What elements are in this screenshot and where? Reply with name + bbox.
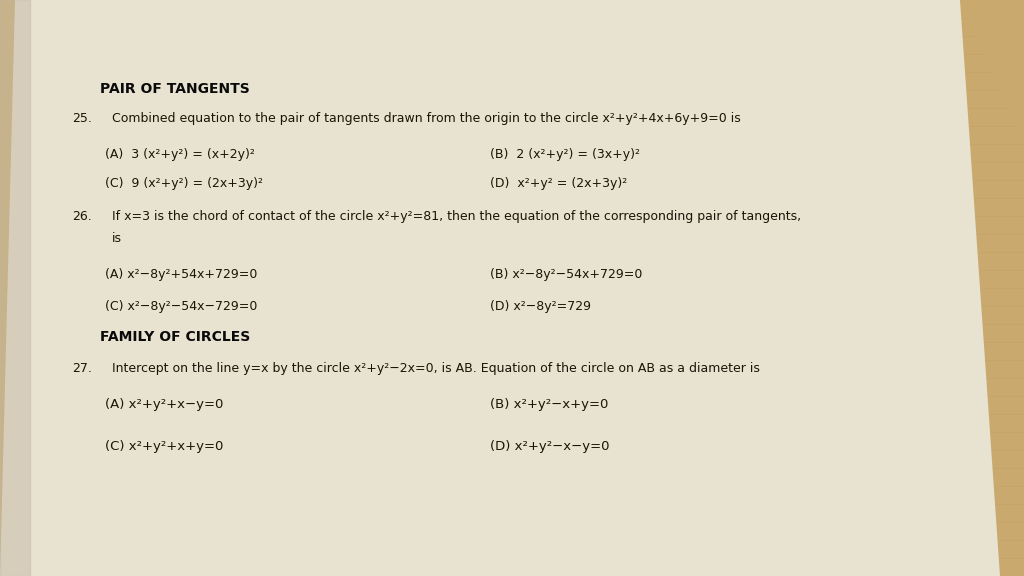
- Text: (D)  x²+y² = (2x+3y)²: (D) x²+y² = (2x+3y)²: [490, 177, 628, 190]
- Text: (B) x²+y²−x+y=0: (B) x²+y²−x+y=0: [490, 398, 608, 411]
- Text: 25.: 25.: [72, 112, 92, 125]
- Text: (B)  2 (x²+y²) = (3x+y)²: (B) 2 (x²+y²) = (3x+y)²: [490, 148, 640, 161]
- Text: (A) x²−8y²+54x+729=0: (A) x²−8y²+54x+729=0: [105, 268, 257, 281]
- Polygon shape: [0, 0, 1000, 576]
- Text: (C) x²+y²+x+y=0: (C) x²+y²+x+y=0: [105, 440, 223, 453]
- Text: 27.: 27.: [72, 362, 92, 375]
- Text: (A)  3 (x²+y²) = (x+2y)²: (A) 3 (x²+y²) = (x+2y)²: [105, 148, 255, 161]
- Text: is: is: [112, 232, 122, 245]
- Text: (D) x²−8y²=729: (D) x²−8y²=729: [490, 300, 591, 313]
- Polygon shape: [700, 0, 1024, 136]
- Text: (D) x²+y²−x−y=0: (D) x²+y²−x−y=0: [490, 440, 609, 453]
- Text: (A) x²+y²+x−y=0: (A) x²+y²+x−y=0: [105, 398, 223, 411]
- Text: If x=3 is the chord of contact of the circle x²+y²=81, then the equation of the : If x=3 is the chord of contact of the ci…: [112, 210, 801, 223]
- Text: Combined equation to the pair of tangents drawn from the origin to the circle x²: Combined equation to the pair of tangent…: [112, 112, 740, 125]
- Polygon shape: [760, 0, 1024, 226]
- Bar: [0, 0, 30, 576]
- Text: 26.: 26.: [72, 210, 92, 223]
- Text: (B) x²−8y²−54x+729=0: (B) x²−8y²−54x+729=0: [490, 268, 642, 281]
- Text: (C)  9 (x²+y²) = (2x+3y)²: (C) 9 (x²+y²) = (2x+3y)²: [105, 177, 263, 190]
- Text: Intercept on the line y=x by the circle x²+y²−2x=0, is AB. Equation of the circl: Intercept on the line y=x by the circle …: [112, 362, 760, 375]
- Text: PAIR OF TANGENTS: PAIR OF TANGENTS: [100, 82, 250, 96]
- Text: FAMILY OF CIRCLES: FAMILY OF CIRCLES: [100, 330, 250, 344]
- Text: (C) x²−8y²−54x−729=0: (C) x²−8y²−54x−729=0: [105, 300, 257, 313]
